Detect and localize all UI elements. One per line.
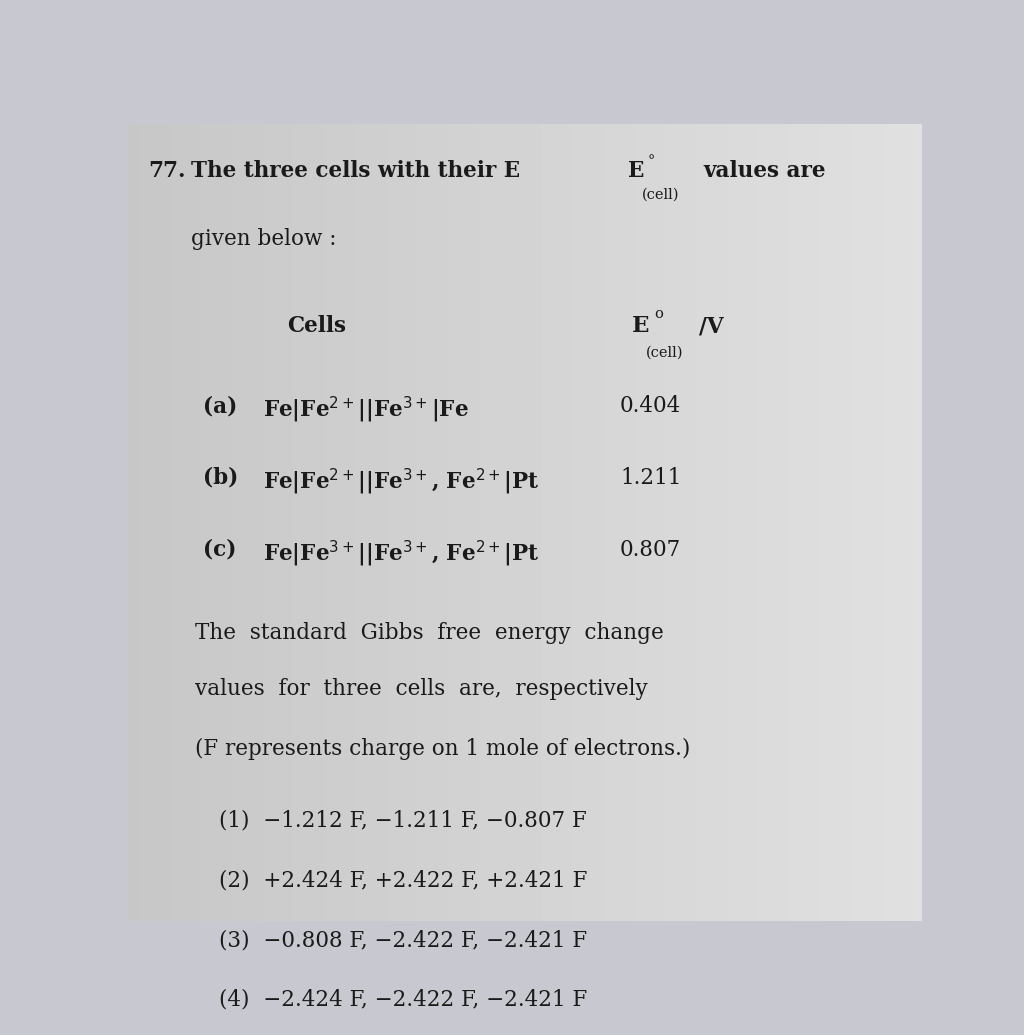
Text: (cell): (cell) [642, 188, 680, 202]
Text: (a): (a) [204, 395, 238, 417]
Text: values are: values are [703, 160, 826, 182]
Text: o: o [654, 307, 663, 322]
Text: (b): (b) [204, 467, 239, 489]
Text: 1.211: 1.211 [621, 467, 681, 489]
Text: The three cells with their E: The three cells with their E [191, 160, 520, 182]
Text: /V: /V [699, 316, 724, 337]
Text: 0.807: 0.807 [621, 538, 681, 561]
Text: (cell): (cell) [646, 346, 684, 360]
Text: The  standard  Gibbs  free  energy  change: The standard Gibbs free energy change [196, 622, 665, 645]
Text: (1)  −1.212 F, −1.211 F, −0.807 F: (1) −1.212 F, −1.211 F, −0.807 F [219, 809, 587, 831]
Text: Fe|Fe$^{3+}$||Fe$^{3+}$, Fe$^{2+}$|Pt: Fe|Fe$^{3+}$||Fe$^{3+}$, Fe$^{2+}$|Pt [263, 538, 540, 569]
Text: Fe|Fe$^{2+}$||Fe$^{3+}$|Fe: Fe|Fe$^{2+}$||Fe$^{3+}$|Fe [263, 395, 469, 425]
Text: values  for  three  cells  are,  respectively: values for three cells are, respectively [196, 678, 648, 700]
Text: (4)  −2.424 F, −2.422 F, −2.421 F: (4) −2.424 F, −2.422 F, −2.421 F [219, 988, 588, 1011]
Text: 0.404: 0.404 [621, 395, 681, 417]
Text: (2)  +2.424 F, +2.422 F, +2.421 F: (2) +2.424 F, +2.422 F, +2.421 F [219, 869, 588, 891]
Text: Fe|Fe$^{2+}$||Fe$^{3+}$, Fe$^{2+}$|Pt: Fe|Fe$^{2+}$||Fe$^{3+}$, Fe$^{2+}$|Pt [263, 467, 540, 497]
Text: (F represents charge on 1 mole of electrons.): (F represents charge on 1 mole of electr… [196, 738, 691, 760]
Text: E: E [632, 316, 649, 337]
Text: (3)  −0.808 F, −2.422 F, −2.421 F: (3) −0.808 F, −2.422 F, −2.421 F [219, 929, 588, 951]
Text: given below :: given below : [191, 228, 337, 249]
Text: °: ° [648, 153, 655, 168]
Text: E: E [628, 160, 644, 182]
Text: 77.: 77. [147, 160, 185, 182]
Text: Cells: Cells [287, 316, 346, 337]
Text: (c): (c) [204, 538, 237, 561]
